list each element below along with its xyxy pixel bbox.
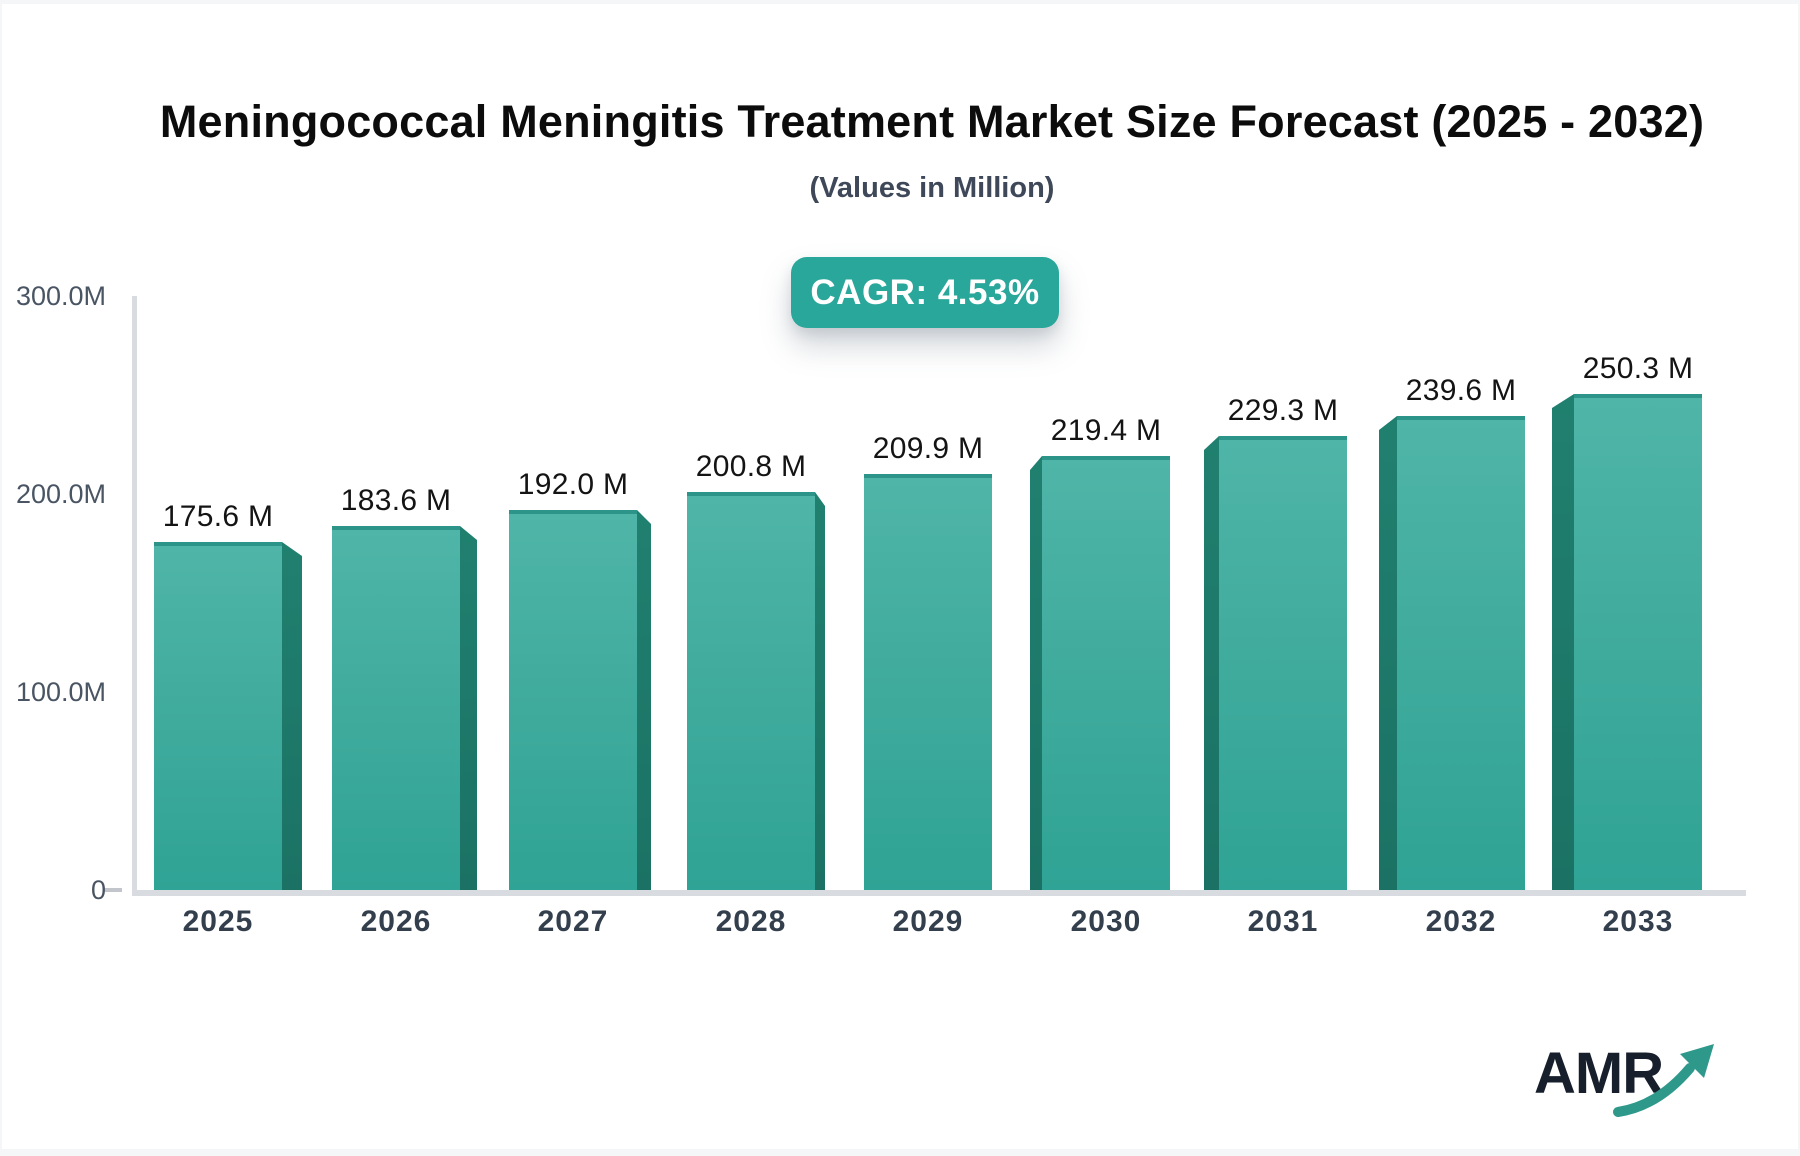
x-axis-label-2033: 2033 xyxy=(1602,905,1674,938)
bar-value-label: 250.3 M xyxy=(1582,352,1694,385)
bar-value-label: 219.4 M xyxy=(1050,414,1162,447)
bar-2026[interactable] xyxy=(332,526,477,890)
bar-side-face xyxy=(460,526,477,890)
bar-2031[interactable] xyxy=(1204,436,1347,890)
x-axis-label-2027: 2027 xyxy=(537,905,609,938)
bar-side-face xyxy=(1552,394,1574,890)
bar-2030[interactable] xyxy=(1030,456,1170,890)
chart-title: Meningococcal Meningitis Treatment Marke… xyxy=(159,96,1705,147)
bar-2032[interactable] xyxy=(1379,416,1525,890)
bar-side-face xyxy=(637,510,651,890)
bar-value-label: 239.6 M xyxy=(1405,374,1517,407)
bar-side-face xyxy=(282,542,302,890)
bar-side-face xyxy=(1030,456,1042,890)
bar-value-label: 175.6 M xyxy=(162,500,274,533)
bar-value-label: 200.8 M xyxy=(695,450,807,483)
bar-side-face xyxy=(1204,436,1219,890)
bar-value-label: 229.3 M xyxy=(1227,394,1339,427)
amr-logo-text: AMR xyxy=(1534,1041,1664,1106)
bar-2025[interactable] xyxy=(154,542,302,890)
bar-face[interactable] xyxy=(1042,456,1170,890)
bar-2027[interactable] xyxy=(509,510,651,890)
cagr-badge: CAGR: 4.53% xyxy=(791,257,1059,328)
x-axis-label-2025: 2025 xyxy=(182,905,254,938)
bar-side-face xyxy=(1379,416,1397,890)
bar-face[interactable] xyxy=(332,526,460,890)
bar-2033[interactable] xyxy=(1552,394,1702,890)
bar-face[interactable] xyxy=(864,474,992,890)
growth-arrow-icon xyxy=(1613,1044,1714,1117)
y-axis-tick-label: 0 xyxy=(90,875,106,905)
y-axis-zero-tick xyxy=(103,888,122,892)
bar-face[interactable] xyxy=(1219,436,1347,890)
x-axis-label-2030: 2030 xyxy=(1070,905,1142,938)
y-axis-line xyxy=(132,296,137,896)
bar-face[interactable] xyxy=(687,492,815,890)
x-axis-line xyxy=(132,890,1746,896)
cagr-badge-label: CAGR: 4.53% xyxy=(810,272,1040,312)
chart-subtitle: (Values in Million) xyxy=(809,172,1055,204)
y-axis-tick-label: 300.0M xyxy=(15,281,106,311)
bar-value-label: 183.6 M xyxy=(340,484,452,517)
bar-2029[interactable] xyxy=(864,474,992,890)
bar-face[interactable] xyxy=(509,510,637,890)
bar-value-label: 209.9 M xyxy=(872,432,984,465)
bar-face[interactable] xyxy=(1397,416,1525,890)
y-axis-tick-label: 100.0M xyxy=(15,677,106,707)
x-axis-label-2028: 2028 xyxy=(715,905,787,938)
x-axis-label-2031: 2031 xyxy=(1247,905,1319,938)
x-axis-label-2029: 2029 xyxy=(892,905,964,938)
x-axis-label-2026: 2026 xyxy=(360,905,432,938)
bar-side-face xyxy=(815,492,825,890)
y-axis-tick-label: 200.0M xyxy=(15,479,106,509)
bar-value-label: 192.0 M xyxy=(517,468,629,501)
amr-logo: AMR xyxy=(1534,1040,1734,1120)
bar-face[interactable] xyxy=(154,542,282,890)
bar-2028[interactable] xyxy=(687,492,825,890)
x-axis-label-2032: 2032 xyxy=(1425,905,1497,938)
bar-face[interactable] xyxy=(1574,394,1702,890)
